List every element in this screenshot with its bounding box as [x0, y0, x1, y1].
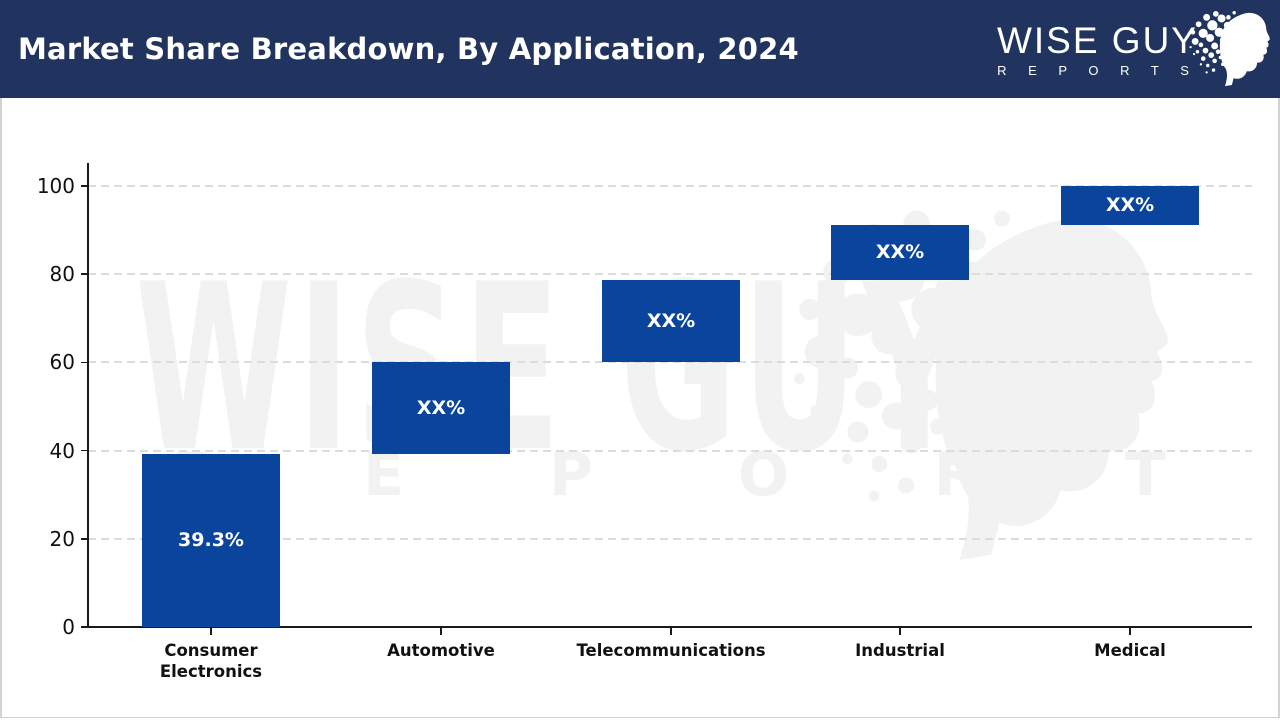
x-axis-tick-label: Medical: [1094, 641, 1166, 660]
gridline: [88, 449, 1252, 452]
bar-value-label: XX%: [646, 310, 696, 333]
y-axis-tick-label: 40: [49, 438, 75, 463]
x-axis-tick-label: Consumer Electronics: [159, 641, 263, 681]
brand-logo-text: WISE GUY R E P O R T S: [997, 22, 1198, 78]
border-left: [0, 98, 2, 718]
y-axis-tick-label: 80: [49, 262, 75, 287]
border-bottom: [0, 716, 1280, 719]
y-axis-tick: [81, 537, 88, 540]
bar-value-label: XX%: [1105, 194, 1155, 217]
y-axis-tick-label: 100: [36, 174, 75, 198]
y-axis-tick: [81, 361, 88, 364]
bar-medical: [1061, 186, 1199, 225]
y-axis-tick: [81, 273, 88, 276]
x-axis-tick-label: Industrial: [855, 641, 945, 660]
border-right: [1278, 98, 1280, 718]
gridline: [88, 273, 1252, 276]
bar-automotive: [372, 362, 510, 454]
brand-logo: WISE GUY R E P O R T S: [997, 6, 1280, 94]
page-title: Market Share Breakdown, By Application, …: [18, 32, 799, 66]
bar-value-label: XX%: [875, 241, 925, 264]
y-axis-tick-label: 20: [49, 526, 75, 551]
brand-name: WISE GUY: [996, 20, 1198, 61]
y-axis-tick-label: 60: [49, 350, 75, 375]
y-axis-tick-label: 0: [62, 615, 75, 639]
bar-telecommunications: [602, 279, 740, 363]
bar-industrial: [831, 224, 969, 280]
x-axis-tick: [899, 628, 901, 636]
x-axis-tick-label: Telecommunications: [576, 641, 766, 660]
y-axis-tick: [81, 626, 88, 628]
gridline: [88, 361, 1252, 364]
brand-tagline: R E P O R T S: [997, 63, 1198, 78]
x-axis-tick: [210, 628, 212, 636]
x-axis-tick: [670, 628, 672, 636]
bar-value-label: 39.3%: [178, 529, 244, 552]
header-bar: Market Share Breakdown, By Application, …: [0, 0, 1280, 98]
y-axis-tick: [81, 449, 88, 452]
y-axis-tick: [81, 185, 88, 187]
bar-value-label: XX%: [416, 397, 466, 420]
x-axis-tick: [440, 628, 442, 636]
x-axis-line: [87, 626, 1252, 629]
x-axis-tick: [1129, 628, 1131, 636]
gridline: [88, 185, 1252, 187]
x-axis-tick-label: Automotive: [387, 641, 495, 660]
y-axis-line: [87, 163, 89, 628]
bar-consumer-electronics: [142, 453, 280, 627]
gridline: [88, 537, 1252, 540]
